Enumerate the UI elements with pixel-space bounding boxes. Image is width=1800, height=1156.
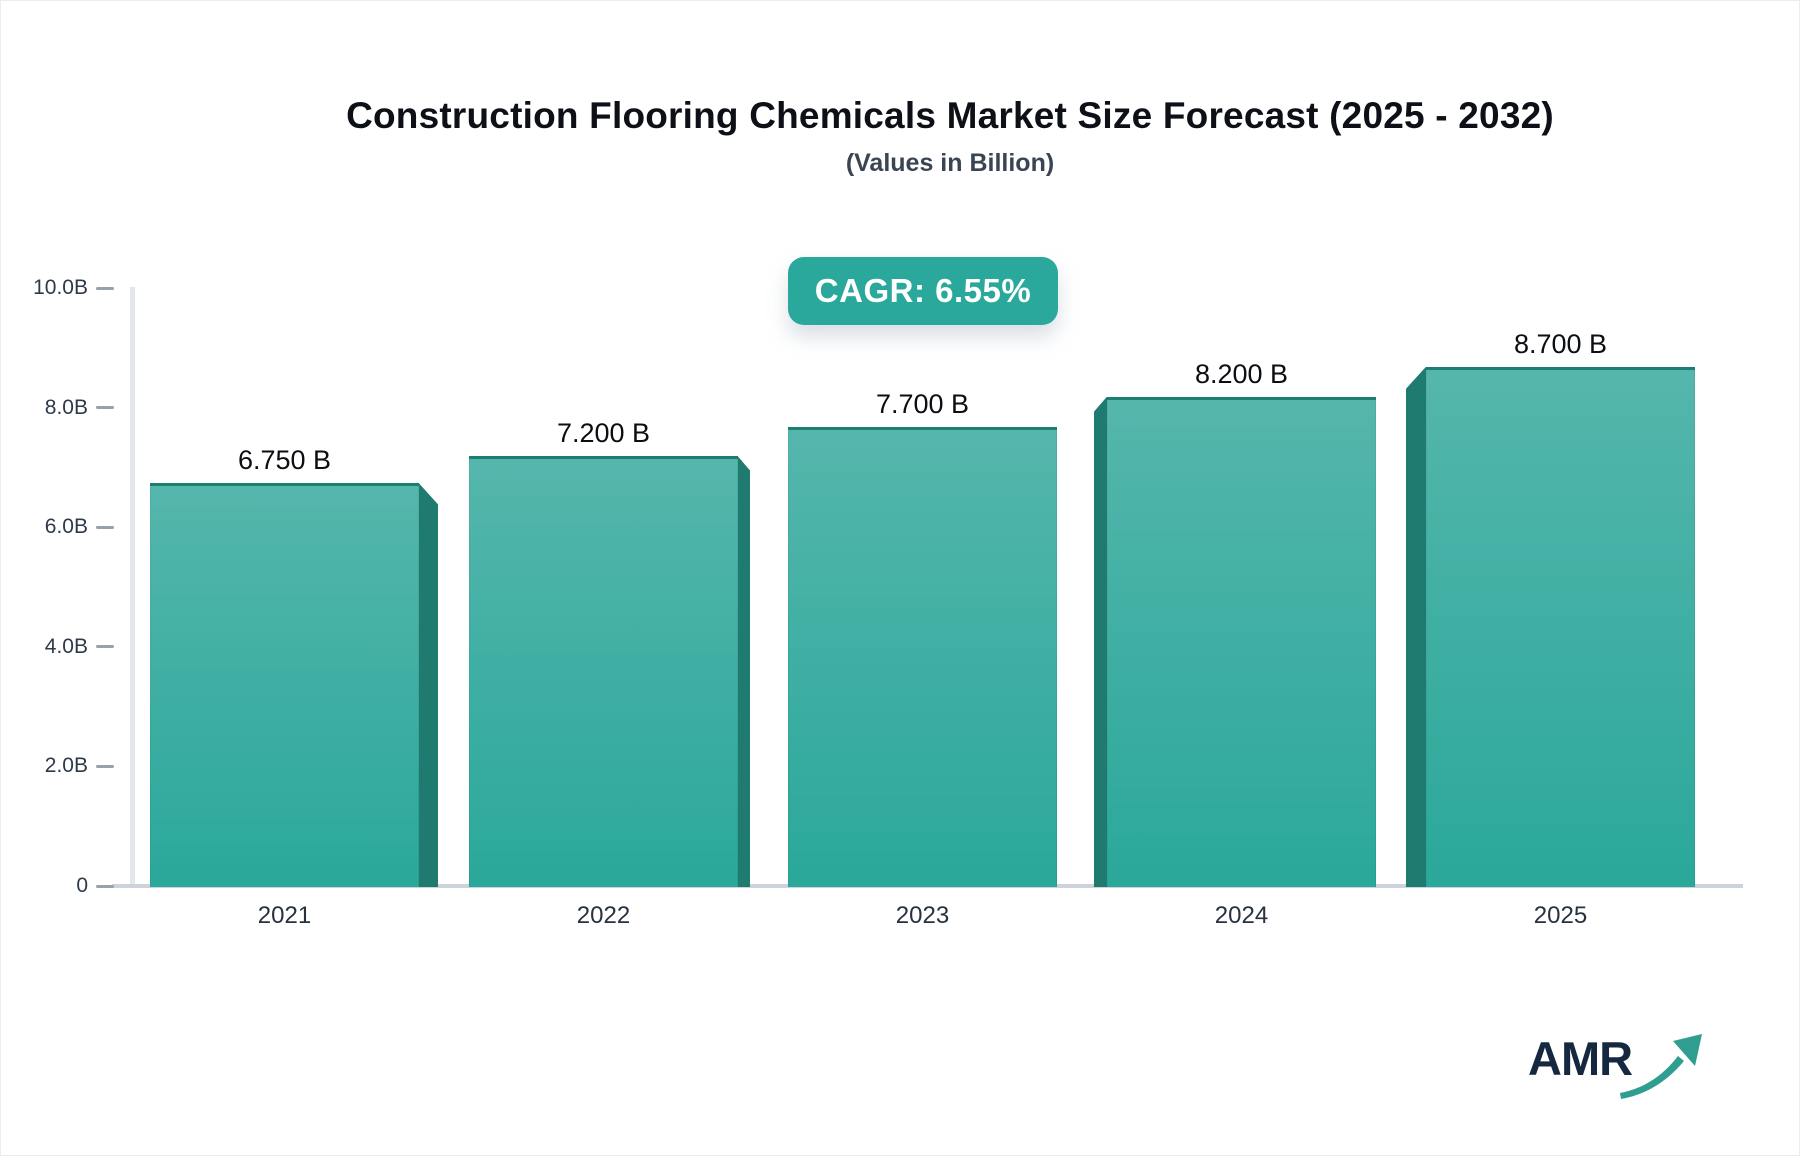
bar-value-label-2022: 7.200 B: [556, 418, 651, 449]
cagr-badge-label: CAGR: 6.55%: [814, 272, 1032, 309]
bar-3d-side-2021: [419, 483, 438, 887]
growth-arrow-icon: [1620, 1034, 1703, 1099]
chart-subtitle: (Values in Billion): [845, 149, 1055, 177]
bar-3d-side-2022: [738, 456, 750, 887]
amr-logo: AMR: [1528, 1033, 1706, 1107]
bar-2021: [150, 483, 419, 887]
bar-2022: [469, 456, 738, 887]
y-tick-dash: [96, 406, 114, 410]
bar-2024: [1107, 396, 1376, 887]
y-tick-dash: [96, 884, 114, 888]
y-axis-line: [130, 287, 135, 887]
x-axis-label-2024: 2024: [1214, 902, 1269, 929]
x-axis-label-2022: 2022: [576, 902, 631, 929]
x-axis-label-2023: 2023: [895, 902, 950, 929]
y-tick-label: 10.0B: [33, 276, 88, 299]
bar-3d-side-2024: [1094, 396, 1107, 887]
y-tick-label: 0: [76, 874, 88, 897]
chart-title: Construction Flooring Chemicals Market S…: [346, 95, 1554, 136]
y-tick-label: 2.0B: [44, 754, 88, 778]
y-tick-dash: [96, 525, 114, 529]
y-tick-dash: [96, 645, 114, 649]
bar-value-label-2021: 6.750 B: [237, 445, 332, 476]
bar-value-label-2025: 8.700 B: [1513, 328, 1608, 359]
y-tick-dash: [96, 764, 114, 768]
y-tick-label: 8.0B: [44, 395, 88, 419]
bar-value-label-2024: 8.200 B: [1194, 358, 1289, 389]
cagr-badge: CAGR: 6.55%: [788, 257, 1058, 325]
amr-logo-text: AMR: [1528, 1032, 1633, 1085]
bar-2025: [1426, 366, 1695, 887]
y-tick-label: 4.0B: [44, 634, 88, 658]
x-axis-label-2021: 2021: [257, 902, 312, 929]
bar-value-label-2023: 7.700 B: [875, 388, 970, 419]
y-tick-dash: [96, 286, 114, 290]
y-tick-label: 6.0B: [44, 515, 88, 539]
x-axis-label-2025: 2025: [1533, 902, 1588, 929]
bar-2023: [788, 426, 1057, 887]
bar-3d-side-2025: [1406, 366, 1426, 887]
